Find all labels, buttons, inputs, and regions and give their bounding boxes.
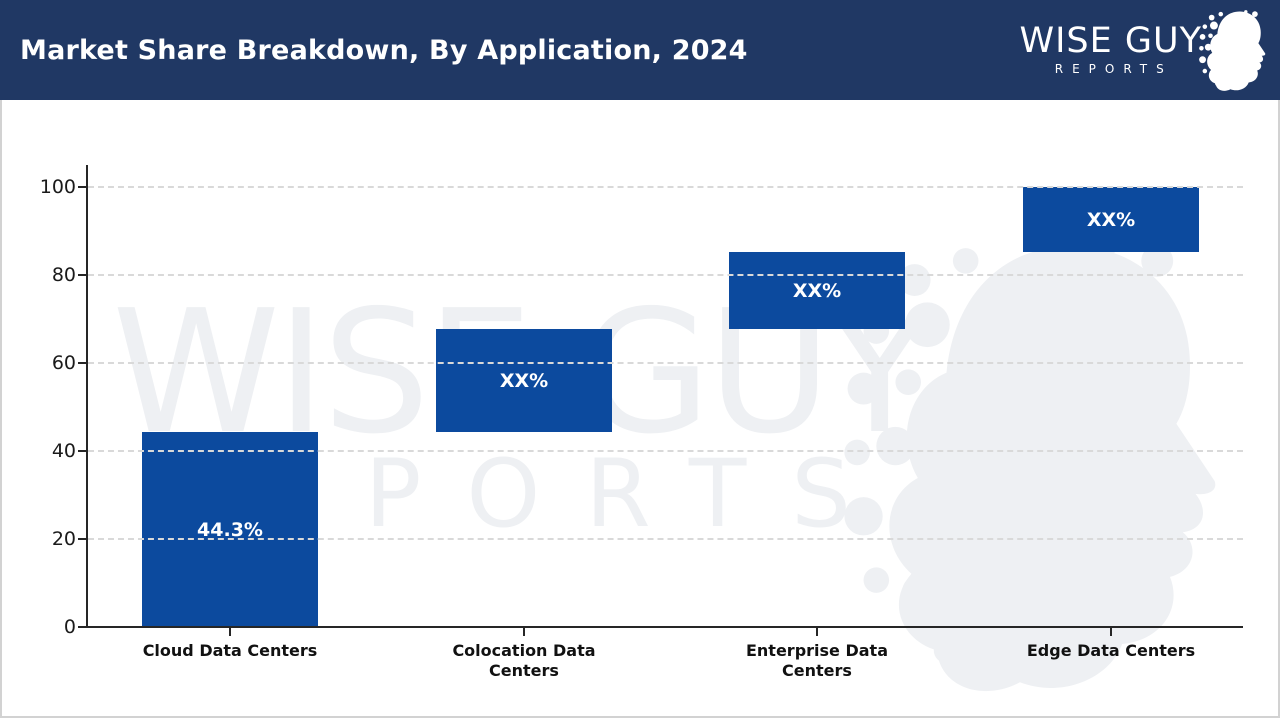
y-tick-mark-40 <box>78 450 87 452</box>
logo-wordmark: WISE GUY <box>1019 21 1202 61</box>
gridline-60 <box>88 362 1243 364</box>
x-tick-mark <box>1110 628 1112 636</box>
bar-value-label: XX% <box>792 279 842 302</box>
y-axis-tick-label: 20 <box>51 528 76 550</box>
gridline-100 <box>88 186 1243 188</box>
gridline-80 <box>88 274 1243 276</box>
y-axis-tick-label: 40 <box>51 440 76 462</box>
y-tick-mark-0 <box>78 626 87 628</box>
x-axis-category-label: Edge Data Centers <box>1026 641 1196 660</box>
x-axis-category-label: Colocation Data Centers <box>452 641 596 680</box>
watermark-face-icon <box>844 238 1216 692</box>
bar-segment <box>142 432 318 627</box>
wise-guy-reports-logo: WISE GUY REPORTS <box>1019 0 1272 100</box>
x-axis-category-label: Enterprise Data Centers <box>745 641 888 680</box>
y-axis-line <box>86 165 88 628</box>
gridline-20 <box>88 538 1243 540</box>
gridline-40 <box>88 450 1243 452</box>
y-tick-mark-60 <box>78 362 87 364</box>
logo-face-icon <box>1199 10 1266 91</box>
x-tick-mark <box>229 628 231 636</box>
y-axis-tick-label: 100 <box>39 176 76 198</box>
logo-text: WISE GUY REPORTS <box>1019 21 1202 77</box>
bar-value-label: XX% <box>499 369 549 392</box>
x-axis-category-label: Cloud Data Centers <box>142 641 318 660</box>
page-title: Market Share Breakdown, By Application, … <box>20 34 748 66</box>
y-tick-mark-20 <box>78 538 87 540</box>
x-axis-line <box>86 626 1243 628</box>
bar-value-label: XX% <box>1086 208 1136 231</box>
y-axis-tick-label: 0 <box>63 616 76 638</box>
bar-segment <box>729 252 905 330</box>
bar-value-label: 44.3% <box>197 518 263 541</box>
x-tick-mark <box>523 628 525 636</box>
bar-segment <box>1023 187 1199 253</box>
y-axis-tick-label: 80 <box>51 264 76 286</box>
header-band: Market Share Breakdown, By Application, … <box>0 0 1280 100</box>
y-tick-mark-80 <box>78 274 87 276</box>
y-tick-mark-100 <box>78 186 87 188</box>
bar-segment <box>436 329 612 433</box>
x-tick-mark <box>816 628 818 636</box>
y-axis-tick-label: 60 <box>51 352 76 374</box>
logo-subtitle: REPORTS <box>1054 62 1173 76</box>
